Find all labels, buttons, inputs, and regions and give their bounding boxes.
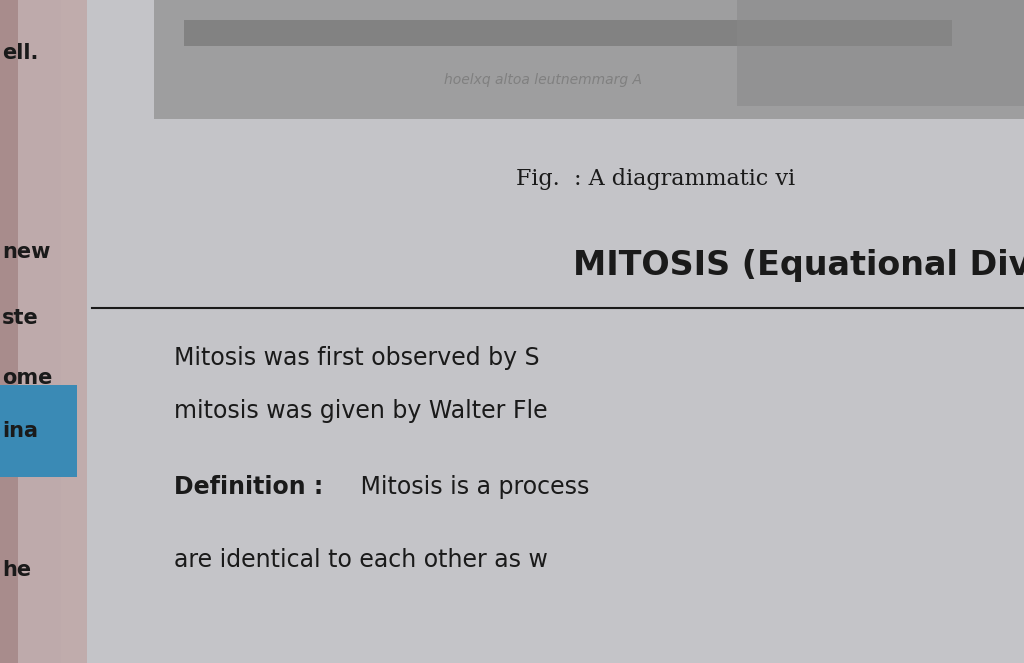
Bar <box>0 0 18 663</box>
Bar <box>737 0 1024 106</box>
Text: hoelxq altoa leutnemmarg A: hoelxq altoa leutnemmarg A <box>443 72 642 87</box>
Text: Fig.  : A diagrammatic vi: Fig. : A diagrammatic vi <box>516 168 795 190</box>
Text: ome: ome <box>2 368 52 388</box>
Text: Definition :: Definition : <box>174 475 324 499</box>
Text: are identical to each other as w: are identical to each other as w <box>174 548 548 572</box>
Bar <box>0 385 77 477</box>
Text: he: he <box>2 560 31 580</box>
Bar <box>154 0 1024 119</box>
Text: MITOSIS (Equational Division): MITOSIS (Equational Division) <box>573 249 1024 282</box>
Polygon shape <box>0 0 87 663</box>
Text: mitosis was given by Walter Fle: mitosis was given by Walter Fle <box>174 399 548 423</box>
Text: Mitosis is a process: Mitosis is a process <box>353 475 590 499</box>
Text: new: new <box>2 242 50 262</box>
Text: ste: ste <box>2 308 39 328</box>
Text: ell.: ell. <box>2 43 39 63</box>
Text: Mitosis was first observed by S: Mitosis was first observed by S <box>174 346 540 370</box>
Text: ina: ina <box>2 421 38 441</box>
Bar <box>184 20 952 46</box>
